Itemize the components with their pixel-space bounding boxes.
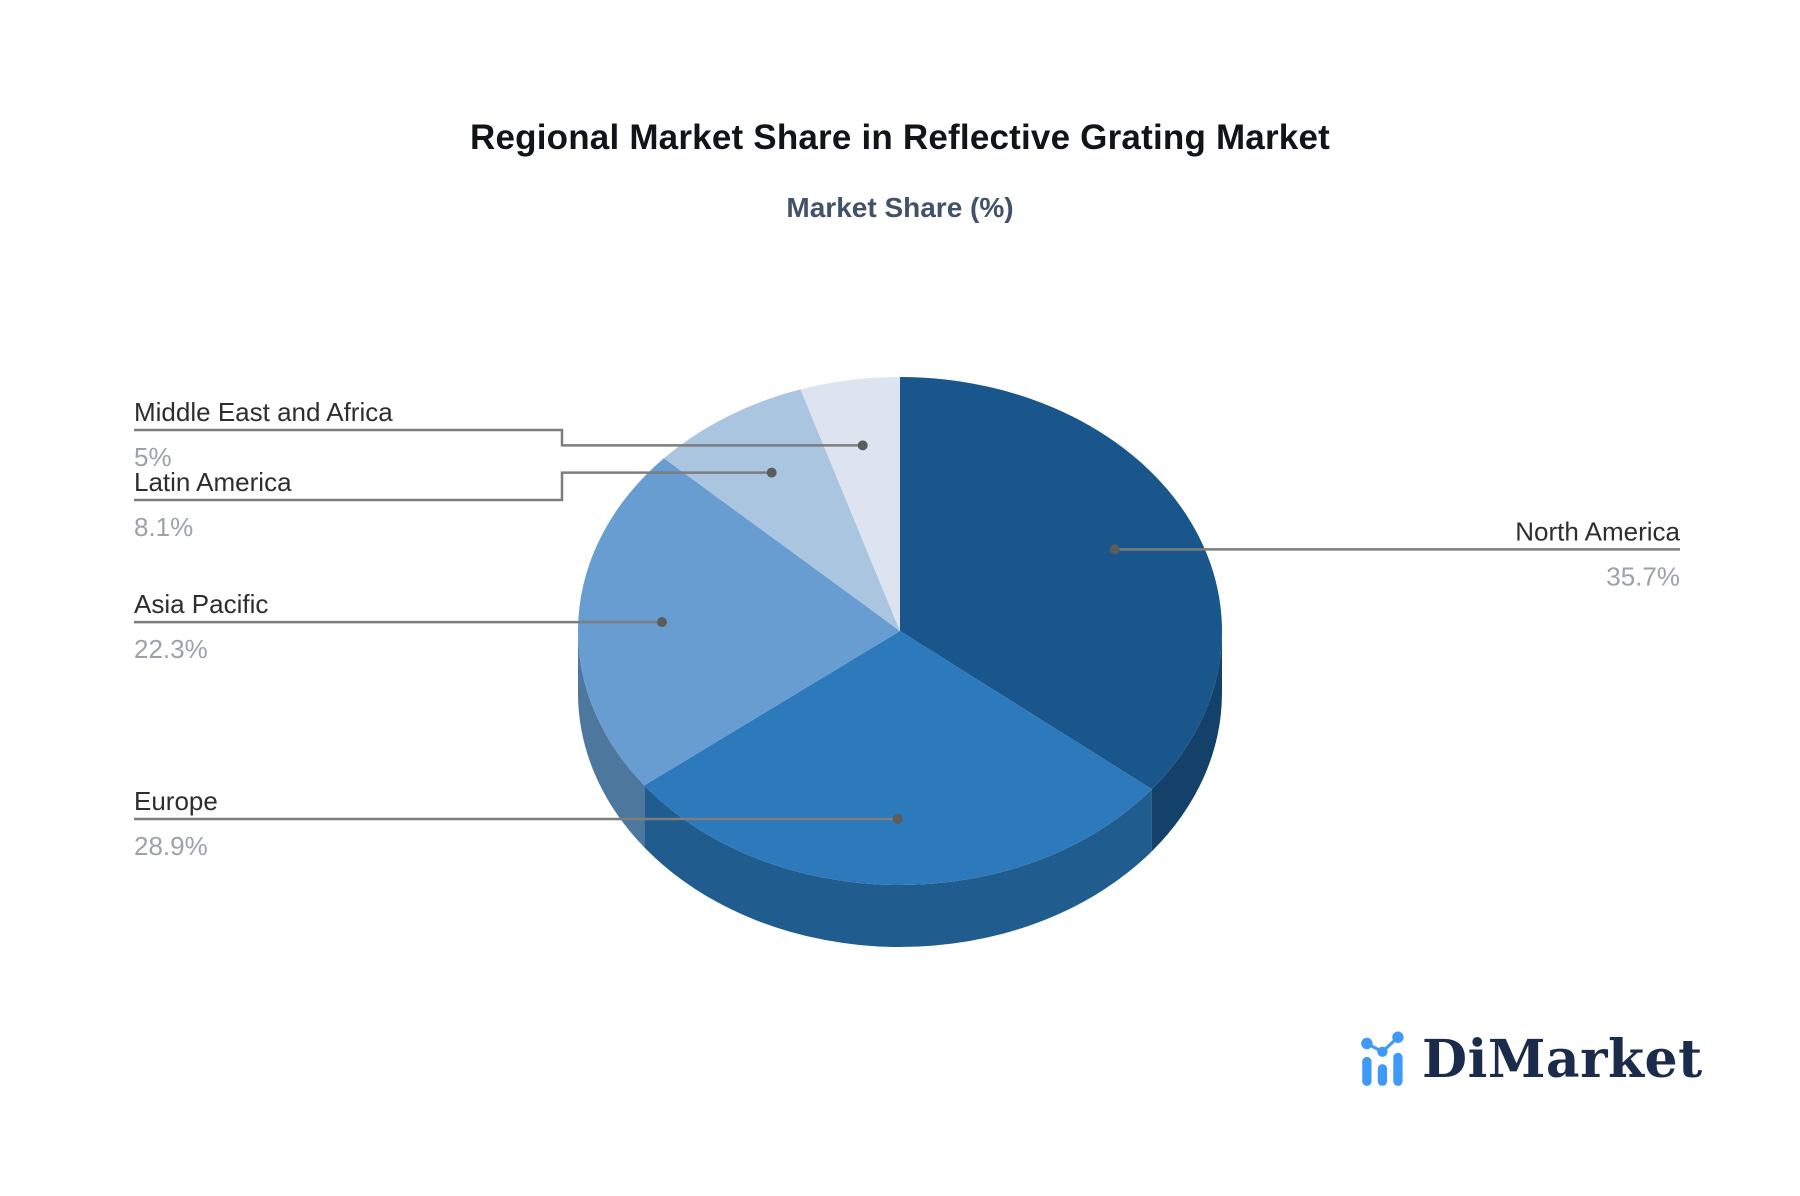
- slice-value-middle-east-and-africa: 5%: [134, 442, 172, 472]
- pie-slice-side-asia-pacific: [578, 631, 645, 848]
- leader-dot-asia-pacific: [656, 617, 667, 628]
- slice-label-asia-pacific: Asia Pacific: [134, 589, 268, 619]
- leader-dot-middle-east-and-africa: [857, 440, 868, 451]
- leader-dot-europe: [892, 813, 903, 824]
- pie-slice-side-north-america: [1151, 631, 1222, 852]
- slice-value-north-america: 35.7%: [1606, 561, 1680, 591]
- pie-slice-north-america[interactable]: [900, 377, 1222, 790]
- slice-value-asia-pacific: 22.3%: [134, 634, 208, 664]
- bar-chart-logo-icon: [1361, 1031, 1404, 1086]
- pie-slice-asia-pacific[interactable]: [578, 458, 900, 786]
- pie-slice-europe[interactable]: [644, 631, 1152, 885]
- slice-label-north-america: North America: [1515, 516, 1680, 546]
- chart-subtitle: Market Share (%): [786, 192, 1014, 223]
- pie-slice-latin-america[interactable]: [663, 389, 900, 631]
- brand-name: DiMarket: [1422, 1028, 1703, 1090]
- leader-dot-north-america: [1109, 544, 1120, 555]
- slice-value-europe: 28.9%: [134, 831, 208, 861]
- leader-line-middle-east-and-africa: [134, 428, 863, 447]
- slice-label-europe: Europe: [134, 786, 218, 816]
- slice-label-middle-east-and-africa: Middle East and Africa: [134, 397, 393, 427]
- pie-slice-middle-east-and-africa[interactable]: [800, 377, 900, 631]
- pie-slice-side-europe: [644, 785, 1152, 948]
- slice-value-latin-america: 8.1%: [134, 512, 193, 542]
- page-title: Regional Market Share in Reflective Grat…: [470, 118, 1330, 157]
- slice-label-latin-america: Latin America: [134, 467, 292, 497]
- leader-dot-latin-america: [766, 467, 777, 478]
- leader-line-latin-america: [134, 471, 772, 502]
- brand-logo: DiMarket: [1360, 1030, 1703, 1088]
